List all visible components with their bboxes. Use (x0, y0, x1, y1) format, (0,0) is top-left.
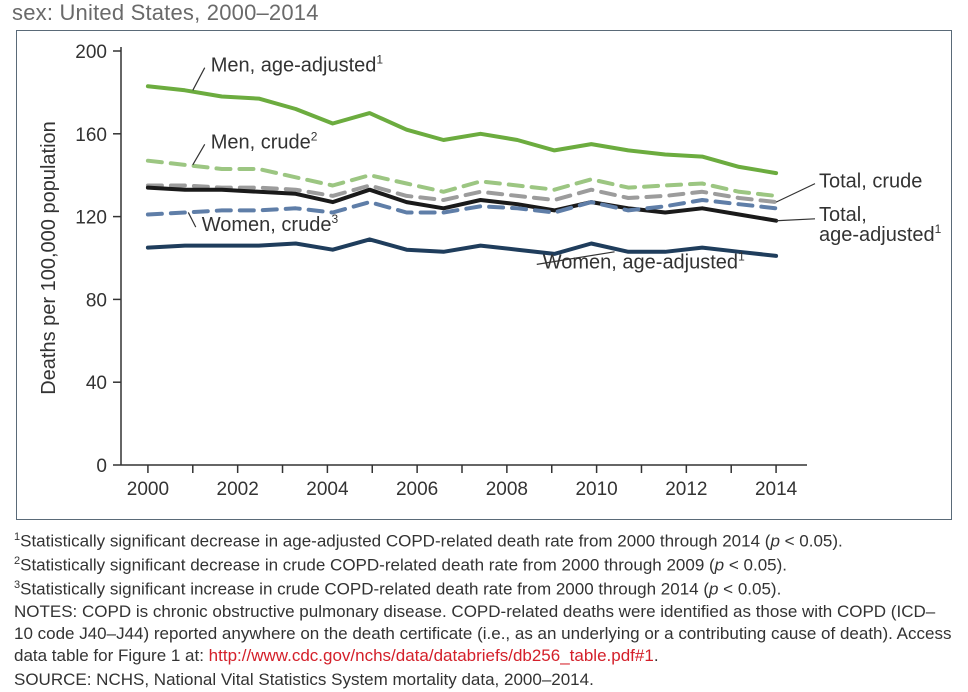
svg-text:40: 40 (86, 373, 107, 394)
svg-text:2002: 2002 (217, 479, 259, 500)
svg-text:2014: 2014 (755, 479, 798, 500)
svg-text:0: 0 (96, 456, 107, 477)
series-men_age_adjusted (148, 86, 776, 173)
label-women_crude: Women, crude3 (202, 212, 339, 236)
footnote-1: 1Statistically significant decrease in a… (14, 530, 954, 553)
cropped-title: sex: United States, 2000–2014 (12, 0, 319, 26)
svg-text:2010: 2010 (575, 479, 617, 500)
label-total_age_adjusted: age-adjusted1 (819, 222, 942, 246)
label-men_crude: Men, crude2 (211, 129, 318, 153)
svg-text:80: 80 (86, 290, 107, 311)
series-total_crude (148, 186, 776, 203)
svg-text:120: 120 (75, 208, 107, 229)
svg-text:2004: 2004 (306, 479, 349, 500)
footnotes-block: 1Statistically significant decrease in a… (14, 530, 954, 692)
source-line: SOURCE: NCHS, National Vital Statistics … (14, 669, 954, 691)
svg-text:Total,: Total, (819, 204, 867, 226)
chart-frame: 0 40 80 120 160 200 2000 2002 2004 2006 2008 2010 20… (16, 30, 952, 520)
label-women_age_adjusted: Women, age-adjusted1 (543, 249, 745, 273)
svg-text:Deaths per 100,000 population: Deaths per 100,000 population (38, 121, 60, 395)
svg-text:2008: 2008 (486, 479, 528, 500)
label-men_age_adjusted: Men, age-adjusted1 (211, 53, 384, 77)
svg-text:2012: 2012 (665, 479, 707, 500)
svg-text:160: 160 (75, 125, 107, 146)
notes-line: NOTES: COPD is chronic obstructive pulmo… (14, 601, 954, 667)
svg-text:2006: 2006 (396, 479, 438, 500)
line-chart: 0 40 80 120 160 200 2000 2002 2004 2006 2008 2010 20… (17, 31, 953, 521)
label-total_crude: Total, crude (819, 171, 922, 193)
footnote-3: 3Statistically significant increase in c… (14, 578, 954, 601)
svg-text:2000: 2000 (127, 479, 169, 500)
svg-text:200: 200 (75, 42, 107, 63)
footnote-2: 2Statistically significant decrease in c… (14, 554, 954, 577)
